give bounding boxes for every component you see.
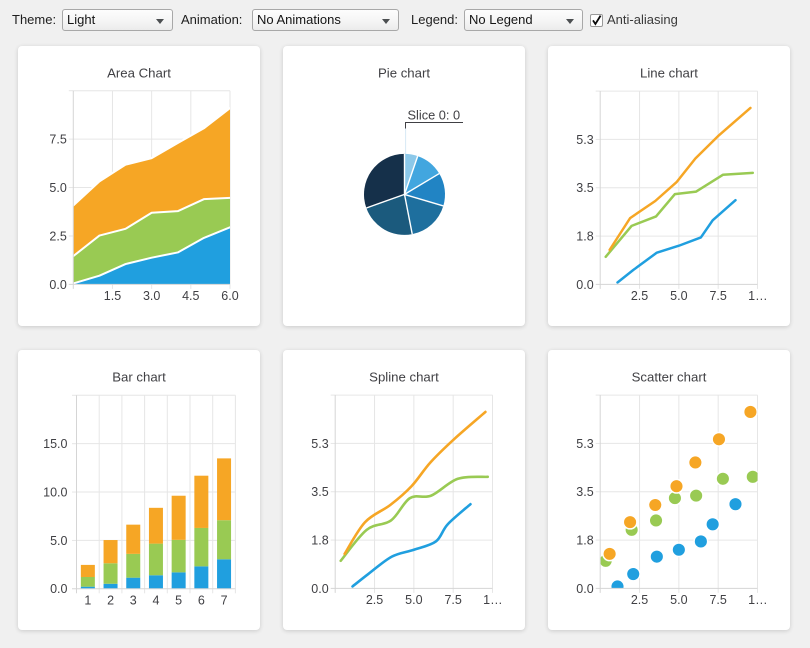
svg-text:3: 3 — [130, 593, 137, 607]
svg-text:7.5: 7.5 — [709, 289, 726, 303]
svg-text:0.0: 0.0 — [49, 278, 66, 292]
svg-text:3.5: 3.5 — [576, 485, 593, 499]
svg-text:2.5: 2.5 — [366, 593, 383, 607]
svg-text:5: 5 — [175, 593, 182, 607]
svg-text:7: 7 — [221, 593, 228, 607]
svg-text:7.5: 7.5 — [444, 593, 461, 607]
svg-text:3.0: 3.0 — [143, 289, 160, 303]
svg-text:1…: 1… — [748, 289, 767, 303]
svg-text:1: 1 — [84, 593, 91, 607]
svg-text:5.0: 5.0 — [49, 181, 66, 195]
svg-text:6: 6 — [198, 593, 205, 607]
svg-text:5.0: 5.0 — [670, 593, 687, 607]
svg-text:2.5: 2.5 — [49, 229, 66, 243]
svg-text:5.0: 5.0 — [670, 289, 687, 303]
svg-text:6.0: 6.0 — [221, 289, 238, 303]
svg-text:4: 4 — [152, 593, 159, 607]
svg-text:Scatter chart: Scatter chart — [632, 370, 707, 385]
svg-text:2.5: 2.5 — [631, 593, 648, 607]
svg-text:2.5: 2.5 — [631, 289, 648, 303]
svg-text:5.3: 5.3 — [576, 133, 593, 147]
svg-text:7.5: 7.5 — [49, 133, 66, 147]
svg-text:5.3: 5.3 — [576, 437, 593, 451]
svg-text:1.8: 1.8 — [576, 533, 593, 547]
svg-text:Spline chart: Spline chart — [369, 370, 439, 385]
svg-text:1.5: 1.5 — [104, 289, 121, 303]
svg-text:Slice 0: 0: Slice 0: 0 — [408, 107, 461, 122]
svg-text:5.0: 5.0 — [50, 534, 67, 548]
svg-text:7.5: 7.5 — [709, 593, 726, 607]
svg-text:5.3: 5.3 — [311, 437, 328, 451]
svg-text:0.0: 0.0 — [311, 582, 328, 596]
svg-text:3.5: 3.5 — [576, 181, 593, 195]
svg-text:5.0: 5.0 — [405, 593, 422, 607]
svg-text:1…: 1… — [748, 593, 767, 607]
svg-text:0.0: 0.0 — [576, 582, 593, 596]
svg-text:Area Chart: Area Chart — [107, 66, 171, 81]
svg-text:2: 2 — [107, 593, 114, 607]
svg-text:4.5: 4.5 — [182, 289, 199, 303]
svg-text:0.0: 0.0 — [50, 582, 67, 596]
svg-text:1…: 1… — [483, 593, 502, 607]
svg-text:15.0: 15.0 — [43, 437, 67, 451]
svg-text:0.0: 0.0 — [576, 278, 593, 292]
svg-text:1.8: 1.8 — [311, 533, 328, 547]
svg-text:1.8: 1.8 — [576, 229, 593, 243]
svg-text:Bar chart: Bar chart — [112, 370, 166, 385]
svg-text:Pie chart: Pie chart — [378, 66, 430, 81]
svg-text:10.0: 10.0 — [43, 485, 67, 499]
svg-text:3.5: 3.5 — [311, 485, 328, 499]
svg-text:Line chart: Line chart — [640, 66, 698, 81]
